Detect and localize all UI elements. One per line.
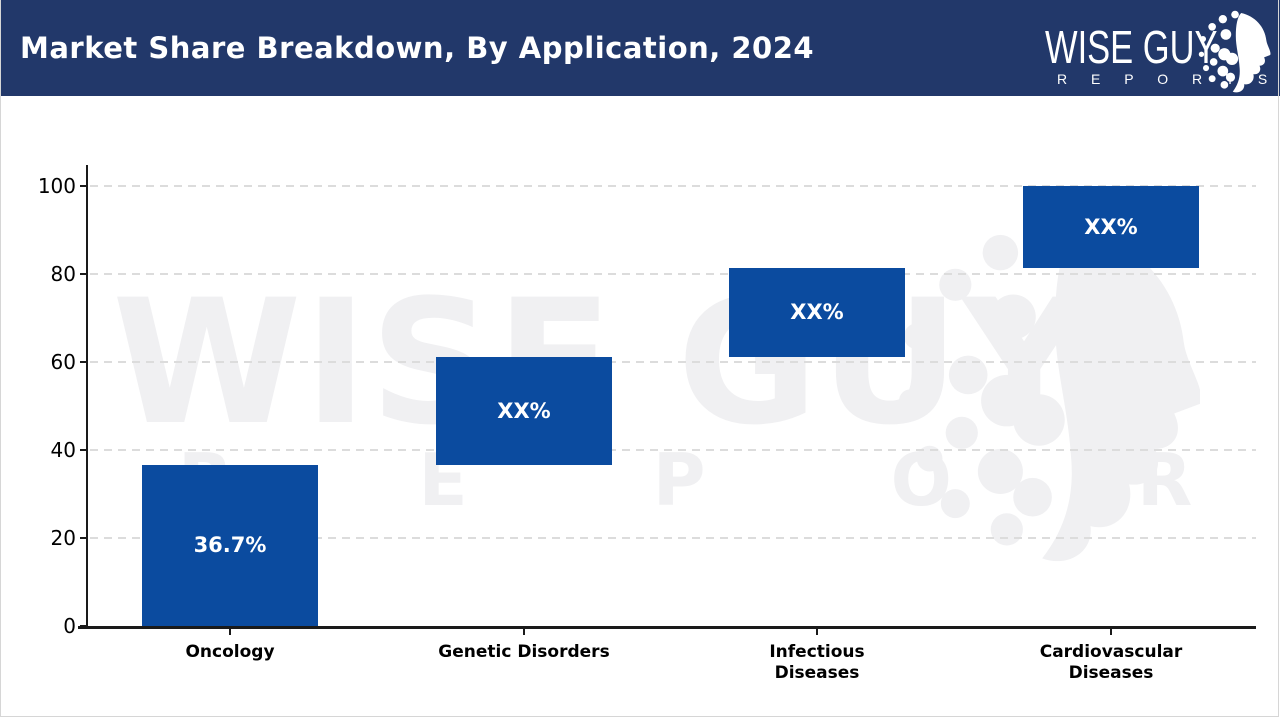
- header-banner: Market Share Breakdown, By Application, …: [0, 0, 1280, 96]
- wise-guy-reports-logo: WISE GUY R E P O R T S: [1040, 4, 1278, 93]
- y-tick-label-20: 20: [50, 526, 76, 550]
- y-tick-mark-20: [80, 537, 88, 539]
- logo-subtitle: R E P O R T S: [1057, 71, 1278, 87]
- category-label-2: Infectious Diseases: [769, 642, 865, 683]
- y-tick-label-40: 40: [50, 438, 76, 462]
- gridline-40: [90, 449, 1256, 451]
- gridline-100: [90, 185, 1256, 187]
- gridline-80: [90, 273, 1256, 275]
- category-label-1: Genetic Disorders: [438, 642, 610, 662]
- y-tick-mark-60: [80, 361, 88, 363]
- gridline-20: [90, 537, 1256, 539]
- dotted-head-profile-icon: [1198, 10, 1271, 93]
- bar-genetic-disorders: XX%: [436, 357, 612, 465]
- x-tick-mark-0: [229, 626, 231, 635]
- bar-value-label: 36.7%: [193, 533, 267, 558]
- y-tick-mark-40: [80, 449, 88, 451]
- category-label-0: Oncology: [185, 642, 275, 662]
- gridline-60: [90, 361, 1256, 363]
- y-tick-mark-80: [80, 273, 88, 275]
- x-tick-mark-2: [816, 626, 818, 635]
- watermark-head-icon: [899, 217, 1200, 562]
- category-label-3: Cardiovascular Diseases: [1039, 642, 1183, 683]
- bar-infectious-diseases: XX%: [729, 267, 905, 358]
- y-tick-label-80: 80: [50, 262, 76, 286]
- y-tick-mark-100: [80, 185, 88, 187]
- bar-value-label: XX%: [497, 398, 551, 423]
- y-tick-label-100: 100: [37, 174, 76, 198]
- bar-value-label: XX%: [1084, 214, 1138, 239]
- x-tick-mark-1: [523, 626, 525, 635]
- chart-area: WISE GUY R E P O R T S 02040608010036.7%…: [0, 96, 1280, 720]
- y-tick-label-0: 0: [63, 614, 76, 638]
- bar-value-label: XX%: [790, 300, 844, 325]
- x-tick-mark-3: [1110, 626, 1112, 635]
- y-tick-label-60: 60: [50, 350, 76, 374]
- chart-title: Market Share Breakdown, By Application, …: [20, 31, 815, 65]
- y-axis-line: [86, 165, 88, 628]
- bar-oncology: 36.7%: [142, 464, 318, 626]
- bar-cardiovascular-diseases: XX%: [1023, 186, 1199, 268]
- logo-wordmark: WISE GUY: [1045, 21, 1218, 73]
- x-axis-line: [78, 626, 1256, 629]
